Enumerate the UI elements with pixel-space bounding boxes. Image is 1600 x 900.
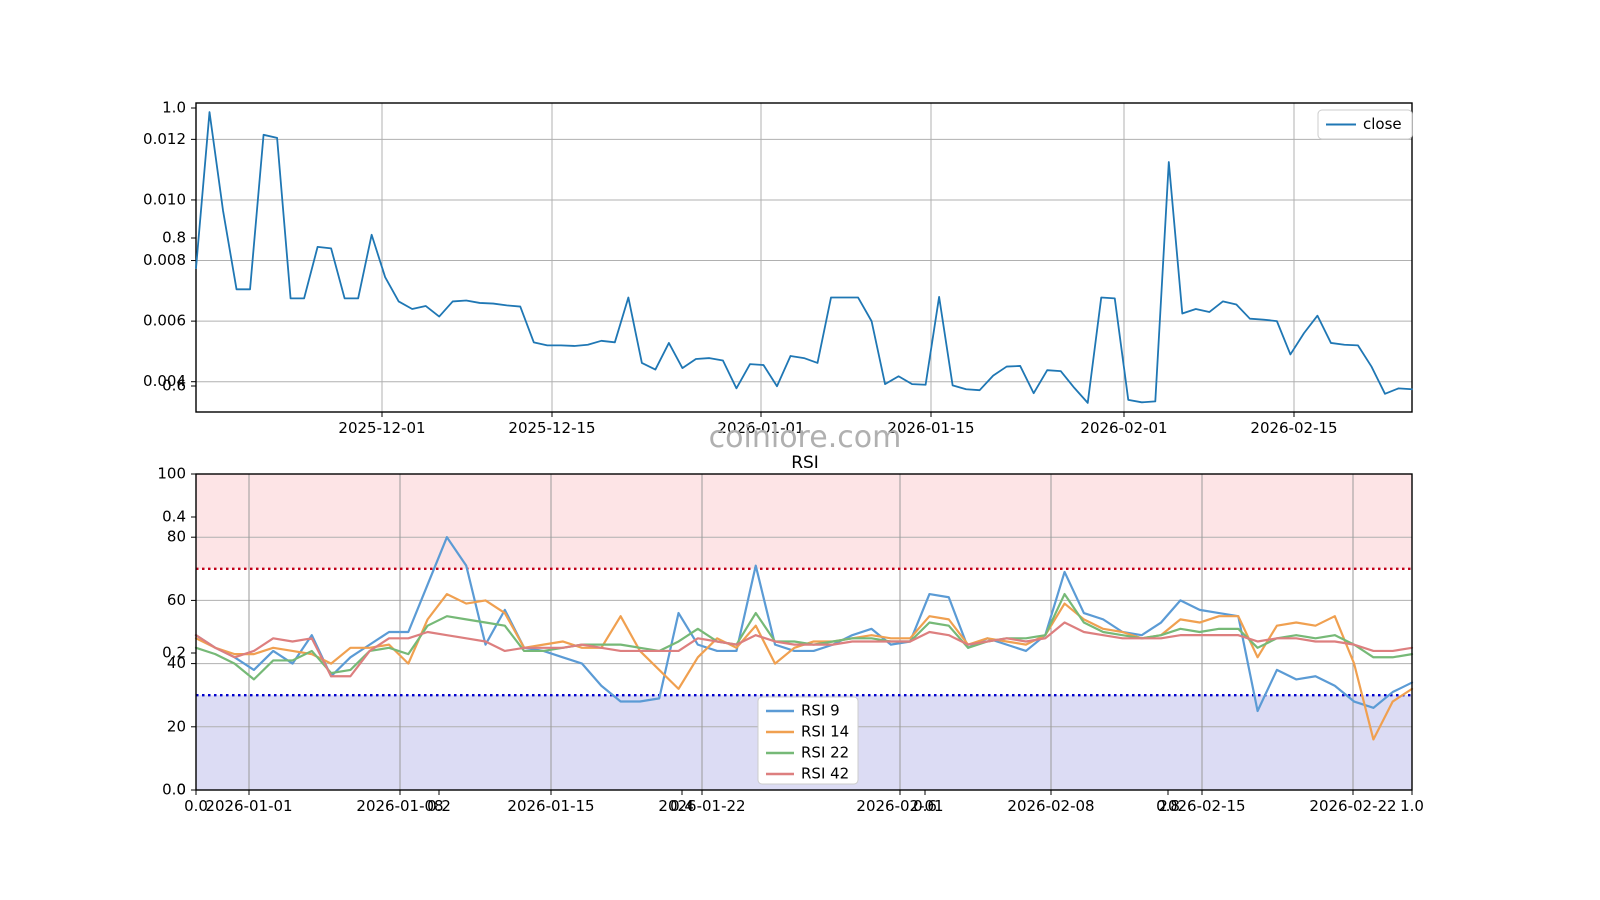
rsi-xtick-label: 2026-01-08 <box>356 797 443 815</box>
rsi-xtick-secondary-label: 0.8 <box>1156 797 1180 815</box>
rsi-xtick-label: 2026-02-01 <box>856 797 943 815</box>
rsi-ytick-label: 100 <box>157 465 186 483</box>
price-ytick-label: 0.012 <box>143 130 186 148</box>
price-ytick-secondary-label: 1.0 <box>162 99 186 117</box>
price-plot-background <box>196 103 1412 412</box>
price-close-line <box>195 111 1413 404</box>
price-xtick-label: 2025-12-15 <box>508 419 595 437</box>
rsi-xtick-secondary-label: 0.4 <box>670 797 694 815</box>
rsi-ytick-label: 20 <box>167 717 186 735</box>
price-xtick-label: 2026-01-15 <box>887 419 974 437</box>
price-xtick-label: 2026-01-01 <box>717 419 804 437</box>
rsi-overbought-band <box>196 474 1412 569</box>
rsi-ytick-secondary-label: 0.4 <box>162 508 186 526</box>
rsi-ytick-label: 0 <box>176 781 186 799</box>
price-legend-label-close: close <box>1363 115 1402 133</box>
rsi-ytick-label: 60 <box>167 591 186 609</box>
rsi-axes-frame <box>195 473 1413 791</box>
rsi-xtick-label: 2026-01-01 <box>205 797 292 815</box>
rsi-legend-label-rsi-9: RSI 9 <box>801 702 840 720</box>
rsi-ytick-secondary-label: 0.0 <box>162 781 186 799</box>
rsi-xtick-secondary-label: 0.0 <box>184 797 208 815</box>
price-xtick-label: 2026-02-15 <box>1250 419 1337 437</box>
rsi-ytick-secondary-label: 0.2 <box>162 644 186 662</box>
rsi-xtick-label: 2026-02-15 <box>1158 797 1245 815</box>
rsi-xtick-secondary-label: 0.6 <box>913 797 937 815</box>
watermark-coinlore: coinlore.com <box>709 420 902 455</box>
rsi-xtick-label: 2026-02-08 <box>1007 797 1094 815</box>
rsi-line-rsi-22 <box>194 592 1414 681</box>
rsi-xtick-label: 2026-01-15 <box>507 797 594 815</box>
price-legend-box <box>1317 109 1413 140</box>
price-ytick-label: 0.010 <box>143 190 186 208</box>
price-xtick-label: 2025-12-01 <box>338 419 425 437</box>
price-ytick-secondary-label: 0.6 <box>162 377 186 395</box>
rsi-xtick-label: 2026-02-22 <box>1309 797 1396 815</box>
price-ytick-secondary-label: 0.8 <box>162 229 186 247</box>
rsi-legend-label-rsi-22: RSI 22 <box>801 744 849 762</box>
price-ytick-label: 0.008 <box>143 251 186 269</box>
rsi-panel-title: RSI <box>791 453 819 473</box>
rsi-xtick-secondary-label: 0.2 <box>427 797 451 815</box>
price-xtick-label: 2026-02-01 <box>1080 419 1167 437</box>
rsi-legend-label-rsi-14: RSI 14 <box>801 723 849 741</box>
rsi-line-rsi-42 <box>194 621 1414 678</box>
price-axes-frame <box>195 102 1413 413</box>
rsi-ytick-label: 80 <box>167 528 186 546</box>
price-ytick-label: 0.006 <box>143 312 186 330</box>
rsi-line-rsi-9 <box>194 536 1414 713</box>
rsi-legend-label-rsi-42: RSI 42 <box>801 765 849 783</box>
rsi-xtick-secondary-label: 1.0 <box>1400 797 1424 815</box>
price-ytick-label: 0.004 <box>143 372 186 390</box>
rsi-ytick-label: 40 <box>167 654 186 672</box>
rsi-legend-box <box>757 696 859 785</box>
rsi-xtick-label: 2026-01-22 <box>658 797 745 815</box>
